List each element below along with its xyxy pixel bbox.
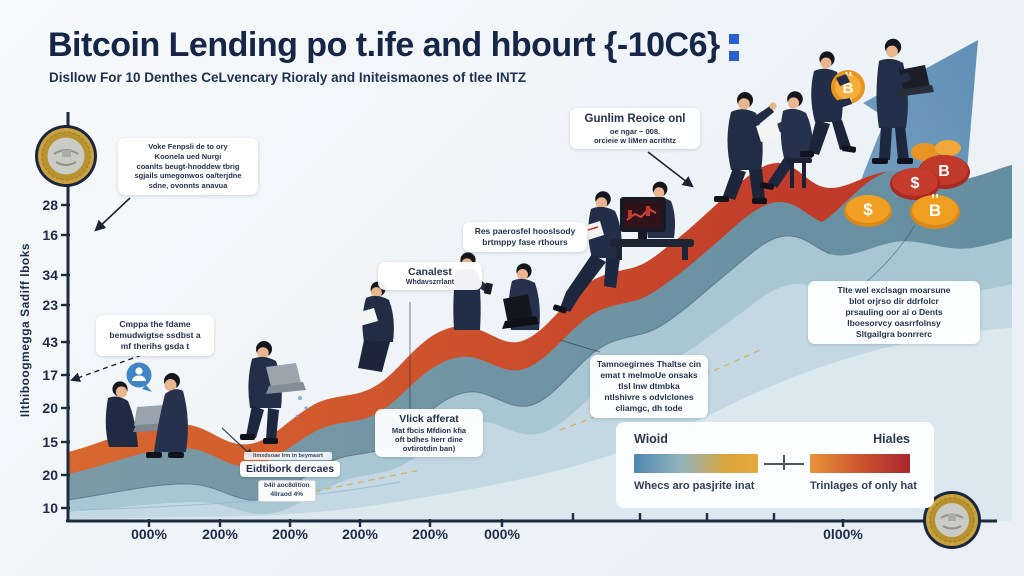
y-tick-5: 17 — [42, 367, 58, 383]
legend-right-title: Hiales — [873, 432, 910, 446]
x-tick-2: 200% — [272, 526, 308, 542]
document-icon — [756, 120, 781, 142]
laptop-icon — [266, 363, 301, 387]
y-tick-7: 15 — [42, 434, 58, 450]
callout-mid: Tamnoegirnes Thaltse cin emat t melmoUe … — [590, 355, 708, 419]
y-tick-6: 20 — [42, 400, 58, 416]
callout-canalest: Canalest Whdavszrrlant — [378, 262, 482, 291]
document-icon — [584, 221, 604, 240]
page-subtitle: Disllow For 10 Denthes CeLvencary Rioral… — [49, 70, 527, 85]
callout-center: Res paerosfel hooslsody brtmppy fase rth… — [463, 222, 587, 253]
laptop-icon — [503, 294, 533, 324]
phone-icon — [484, 282, 493, 295]
title-colon-squares — [728, 33, 739, 61]
figure-coin-holder: B — [800, 51, 865, 157]
callout-vlick: Vlick afferat Mat fbcis Mfdion kfia oft … — [375, 409, 483, 458]
figure-gesturing — [714, 92, 781, 204]
x-tick-4: 200% — [412, 526, 448, 542]
y-tick-3: 23 — [42, 297, 58, 313]
gold-coin-bottom-right — [923, 491, 981, 549]
laptop-icon — [899, 65, 930, 92]
figure-seated-laptop — [240, 341, 308, 444]
svg-text:$: $ — [863, 200, 873, 219]
legend-left-caption: Whecs aro pasjrite inat — [634, 480, 755, 492]
trading-desk — [610, 181, 694, 260]
callout-top-left: Voke Fenpsli de to ory Koonela ued Nurgi… — [118, 138, 258, 195]
coin-cluster: B $ $ B — [844, 140, 970, 284]
page-title-text: Bitcoin Lending po t.ife and hbourt {-10… — [48, 26, 720, 64]
svg-text:$: $ — [911, 175, 920, 192]
legend-panel: Wioid Whecs aro pasjrite inat Hiales Tri… — [616, 422, 934, 508]
figure-arrow-man — [872, 38, 934, 164]
chat-bubble-icon — [126, 362, 152, 392]
svg-text:B: B — [938, 163, 950, 180]
legend-left-gradient-bar — [634, 454, 758, 473]
document-icon — [356, 308, 378, 326]
orange-dollar-coin-icon: $ — [844, 195, 892, 227]
legend-right-gradient-bar — [810, 454, 910, 473]
red-dollar-coin-icon: $ — [890, 168, 940, 200]
y-tick-2: 34 — [42, 267, 58, 283]
y-tick-0: 28 — [42, 197, 58, 213]
callout-mid-left: Cmppa the fdame bemudwigtse ssdbst a mf … — [96, 315, 214, 357]
page-title: Bitcoin Lending po t.ife and hbourt {-10… — [48, 26, 739, 65]
x-tick-0: 000% — [131, 526, 167, 542]
callout-eidtibork-strip: ltmxdsoae lrm tn beymasrt — [244, 452, 332, 460]
x-tick-6: 0l00% — [823, 526, 863, 542]
y-tick-9: 10 — [42, 500, 58, 516]
x-tick-1: 200% — [202, 526, 238, 542]
orange-bitcoin-coin-icon: B — [910, 194, 960, 229]
figure-stool-reader — [756, 91, 813, 190]
figure-pair-laptop — [105, 373, 188, 458]
legend-right-caption: Trinlages of only hat — [810, 480, 917, 492]
y-tick-4: 43 — [42, 334, 58, 350]
legend-separator-tick — [783, 455, 785, 470]
callout-eidtibork-title: Eidtibork dercaes — [240, 461, 341, 477]
svg-text:B: B — [843, 80, 854, 97]
callout-right: Tlte wel exclsagn moarsune blot orjrso d… — [808, 281, 980, 345]
legend-left-title: Wioid — [634, 432, 668, 446]
callout-eidtibork-sub: b4il aoc8dition 4llraod 4% — [258, 480, 316, 502]
figure-reading-papers — [356, 281, 394, 372]
svg-text:B: B — [929, 201, 941, 220]
x-tick-3: 200% — [342, 526, 378, 542]
gold-coin-top-left — [35, 125, 97, 187]
figure-black-laptop — [502, 263, 540, 330]
y-tick-8: 20 — [42, 467, 58, 483]
x-tick-5: 000% — [484, 526, 520, 542]
callout-gunlim: Gunlim Reoice onl oe ngar ~ 008. orcieie… — [570, 108, 700, 149]
y-tick-1: 16 — [42, 227, 58, 243]
annotation-arrows — [70, 151, 694, 458]
